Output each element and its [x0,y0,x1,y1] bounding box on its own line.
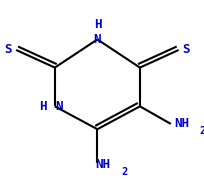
Text: NH: NH [174,117,189,130]
Text: NH: NH [95,158,110,171]
Text: H: H [93,18,101,31]
Text: S: S [182,43,189,57]
Text: H: H [39,100,47,113]
Text: N: N [93,33,101,46]
Text: N: N [55,100,62,113]
Text: S: S [5,43,12,57]
Text: 2: 2 [121,167,127,177]
Text: 2: 2 [198,126,204,136]
